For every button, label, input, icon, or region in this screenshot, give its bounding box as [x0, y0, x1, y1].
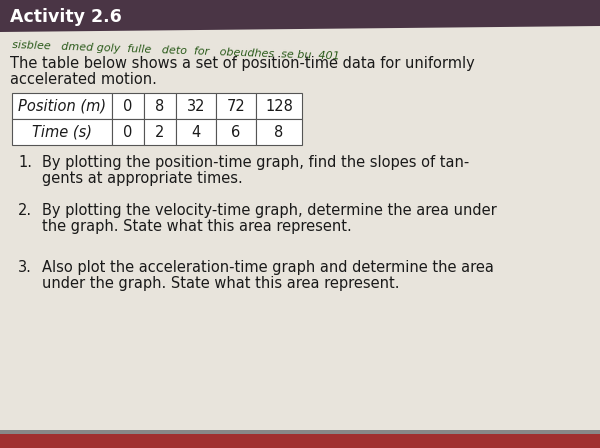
Text: 0: 0	[124, 125, 133, 139]
Bar	[112, 93, 144, 119]
Bar	[256, 119, 302, 145]
Bar	[0, 434, 600, 448]
Text: Activity 2.6: Activity 2.6	[10, 8, 122, 26]
Text: The table below shows a set of position-time data for uniformly: The table below shows a set of position-…	[10, 56, 475, 71]
Text: 2: 2	[155, 125, 164, 139]
Text: Also plot the acceleration-time graph and determine the area: Also plot the acceleration-time graph an…	[42, 260, 494, 275]
Bar	[216, 93, 256, 119]
Bar	[256, 93, 302, 119]
Text: 32: 32	[187, 99, 205, 113]
Text: Position (m): Position (m)	[18, 99, 106, 113]
Text: 1.: 1.	[18, 155, 32, 170]
Text: 6: 6	[232, 125, 241, 139]
Text: 8: 8	[274, 125, 284, 139]
Text: the graph. State what this area represent.: the graph. State what this area represen…	[42, 219, 352, 234]
Text: 2.: 2.	[18, 203, 32, 218]
Bar	[216, 119, 256, 145]
Text: 72: 72	[227, 99, 245, 113]
Text: By plotting the velocity-time graph, determine the area under: By plotting the velocity-time graph, det…	[42, 203, 497, 218]
Polygon shape	[0, 0, 600, 32]
Text: 0: 0	[124, 99, 133, 113]
Text: 3.: 3.	[18, 260, 32, 275]
Bar	[176, 93, 216, 119]
Bar	[112, 119, 144, 145]
Text: 4: 4	[191, 125, 200, 139]
Bar	[144, 93, 176, 119]
Bar	[144, 119, 176, 145]
Bar	[0, 430, 600, 434]
Text: Time (s): Time (s)	[32, 125, 92, 139]
Text: 8: 8	[155, 99, 164, 113]
Bar	[12, 93, 112, 119]
Text: sisblee   dmed goly  fulle   deto  for   obeudhes  se bu  401: sisblee dmed goly fulle deto for obeudhe…	[12, 40, 340, 61]
Text: accelerated motion.: accelerated motion.	[10, 72, 157, 87]
Text: By plotting the position-time graph, find the slopes of tan-: By plotting the position-time graph, fin…	[42, 155, 469, 170]
Bar	[176, 119, 216, 145]
Text: 128: 128	[265, 99, 293, 113]
Text: under the graph. State what this area represent.: under the graph. State what this area re…	[42, 276, 400, 291]
Text: gents at appropriate times.: gents at appropriate times.	[42, 171, 243, 186]
Bar	[12, 119, 112, 145]
